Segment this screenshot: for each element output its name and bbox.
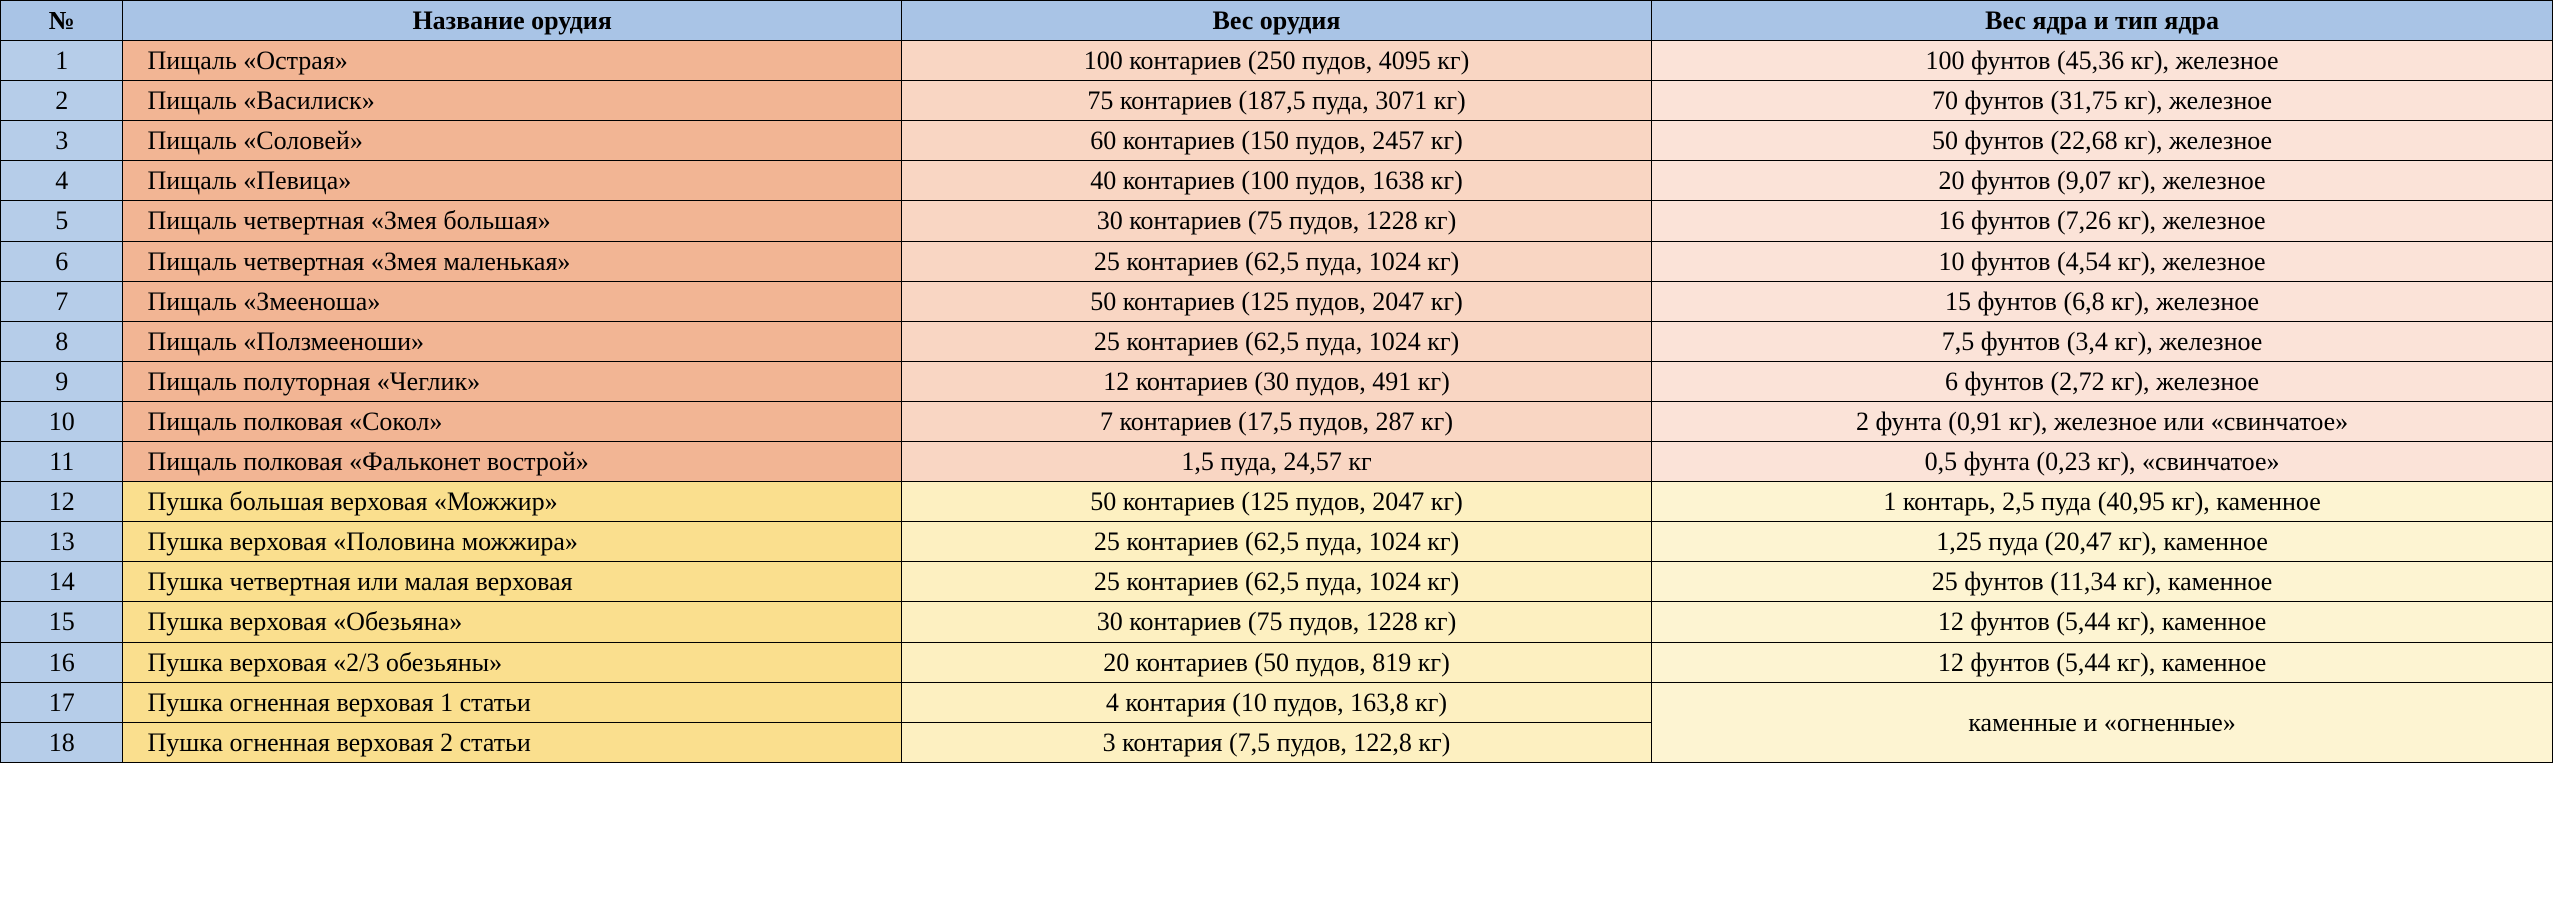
header-name: Название орудия — [123, 1, 901, 41]
cell-core: 1 контарь, 2,5 пуда (40,95 кг), каменное — [1652, 482, 2553, 522]
cell-name: Пищаль полковая «Фальконет вострой» — [123, 442, 901, 482]
cell-weight: 50 контариев (125 пудов, 2047 кг) — [901, 482, 1651, 522]
table-row: 7Пищаль «Змееноша»50 контариев (125 пудо… — [1, 281, 2553, 321]
header-num: № — [1, 1, 123, 41]
cell-weight: 30 контариев (75 пудов, 1228 кг) — [901, 602, 1651, 642]
cell-num: 15 — [1, 602, 123, 642]
cell-name: Пищаль четвертная «Змея большая» — [123, 201, 901, 241]
header-core: Вес ядра и тип ядра — [1652, 1, 2553, 41]
cell-weight: 60 контариев (150 пудов, 2457 кг) — [901, 121, 1651, 161]
table-row: 10Пищаль полковая «Сокол»7 контариев (17… — [1, 401, 2553, 441]
cell-num: 8 — [1, 321, 123, 361]
cell-name: Пищаль «Василиск» — [123, 81, 901, 121]
table-row: 5Пищаль четвертная «Змея большая»30 конт… — [1, 201, 2553, 241]
header-weight: Вес орудия — [901, 1, 1651, 41]
cell-num: 17 — [1, 682, 123, 722]
cell-core: 25 фунтов (11,34 кг), каменное — [1652, 562, 2553, 602]
cell-num: 5 — [1, 201, 123, 241]
cell-name: Пищаль «Певица» — [123, 161, 901, 201]
cell-name: Пищаль «Змееноша» — [123, 281, 901, 321]
table-row: 17Пушка огненная верховая 1 статьи4 конт… — [1, 682, 2553, 722]
cell-weight: 20 контариев (50 пудов, 819 кг) — [901, 642, 1651, 682]
cell-num: 9 — [1, 361, 123, 401]
cell-weight: 75 контариев (187,5 пуда, 3071 кг) — [901, 81, 1651, 121]
cell-core: 0,5 фунта (0,23 кг), «свинчатое» — [1652, 442, 2553, 482]
cell-num: 6 — [1, 241, 123, 281]
cell-core: 6 фунтов (2,72 кг), железное — [1652, 361, 2553, 401]
cell-num: 2 — [1, 81, 123, 121]
cell-num: 16 — [1, 642, 123, 682]
cell-core: 10 фунтов (4,54 кг), железное — [1652, 241, 2553, 281]
cell-weight: 3 контария (7,5 пудов, 122,8 кг) — [901, 722, 1651, 762]
cell-core: 1,25 пуда (20,47 кг), каменное — [1652, 522, 2553, 562]
cell-num: 12 — [1, 482, 123, 522]
cell-name: Пушка четвертная или малая верховая — [123, 562, 901, 602]
cell-name: Пушка верховая «Обезьяна» — [123, 602, 901, 642]
table-row: 8Пищаль «Ползмееноши»25 контариев (62,5 … — [1, 321, 2553, 361]
table-row: 13Пушка верховая «Половина можжира»25 ко… — [1, 522, 2553, 562]
table-row: 11Пищаль полковая «Фальконет вострой»1,5… — [1, 442, 2553, 482]
cell-name: Пушка огненная верховая 2 статьи — [123, 722, 901, 762]
cell-core: 16 фунтов (7,26 кг), железное — [1652, 201, 2553, 241]
cell-weight: 25 контариев (62,5 пуда, 1024 кг) — [901, 321, 1651, 361]
cell-core: 50 фунтов (22,68 кг), железное — [1652, 121, 2553, 161]
table-row: 14Пушка четвертная или малая верховая25 … — [1, 562, 2553, 602]
cell-weight: 1,5 пуда, 24,57 кг — [901, 442, 1651, 482]
cell-num: 14 — [1, 562, 123, 602]
cell-num: 11 — [1, 442, 123, 482]
cell-num: 1 — [1, 41, 123, 81]
cell-num: 18 — [1, 722, 123, 762]
cell-num: 13 — [1, 522, 123, 562]
cell-core: 15 фунтов (6,8 кг), железное — [1652, 281, 2553, 321]
cell-weight: 30 контариев (75 пудов, 1228 кг) — [901, 201, 1651, 241]
cell-core: 2 фунта (0,91 кг), железное или «свинчат… — [1652, 401, 2553, 441]
table-row: 1Пищаль «Острая»100 контариев (250 пудов… — [1, 41, 2553, 81]
cell-core: 7,5 фунтов (3,4 кг), железное — [1652, 321, 2553, 361]
cell-name: Пищаль четвертная «Змея маленькая» — [123, 241, 901, 281]
cell-weight: 25 контариев (62,5 пуда, 1024 кг) — [901, 522, 1651, 562]
table-row: 12Пушка большая верховая «Можжир»50 конт… — [1, 482, 2553, 522]
cell-core: 20 фунтов (9,07 кг), железное — [1652, 161, 2553, 201]
cell-core: 70 фунтов (31,75 кг), железное — [1652, 81, 2553, 121]
cell-weight: 100 контариев (250 пудов, 4095 кг) — [901, 41, 1651, 81]
table-row: 6Пищаль четвертная «Змея маленькая»25 ко… — [1, 241, 2553, 281]
table-row: 16Пушка верховая «2/3 обезьяны»20 контар… — [1, 642, 2553, 682]
cell-name: Пищаль «Соловей» — [123, 121, 901, 161]
cell-name: Пищаль «Ползмееноши» — [123, 321, 901, 361]
cell-weight: 12 контариев (30 пудов, 491 кг) — [901, 361, 1651, 401]
cell-name: Пушка верховая «Половина можжира» — [123, 522, 901, 562]
cell-core: каменные и «огненные» — [1652, 682, 2553, 762]
header-row: № Название орудия Вес орудия Вес ядра и … — [1, 1, 2553, 41]
cell-name: Пищаль полковая «Сокол» — [123, 401, 901, 441]
cell-name: Пушка огненная верховая 1 статьи — [123, 682, 901, 722]
cell-name: Пищаль полуторная «Чеглик» — [123, 361, 901, 401]
cell-weight: 7 контариев (17,5 пудов, 287 кг) — [901, 401, 1651, 441]
table-row: 15Пушка верховая «Обезьяна»30 контариев … — [1, 602, 2553, 642]
cell-core: 12 фунтов (5,44 кг), каменное — [1652, 602, 2553, 642]
table-row: 2Пищаль «Василиск»75 контариев (187,5 пу… — [1, 81, 2553, 121]
cell-weight: 25 контариев (62,5 пуда, 1024 кг) — [901, 241, 1651, 281]
cell-name: Пушка большая верховая «Можжир» — [123, 482, 901, 522]
cell-num: 4 — [1, 161, 123, 201]
cell-core: 12 фунтов (5,44 кг), каменное — [1652, 642, 2553, 682]
cell-num: 10 — [1, 401, 123, 441]
cell-weight: 4 контария (10 пудов, 163,8 кг) — [901, 682, 1651, 722]
cell-name: Пушка верховая «2/3 обезьяны» — [123, 642, 901, 682]
table-row: 9Пищаль полуторная «Чеглик»12 контариев … — [1, 361, 2553, 401]
cell-name: Пищаль «Острая» — [123, 41, 901, 81]
table-row: 3Пищаль «Соловей»60 контариев (150 пудов… — [1, 121, 2553, 161]
cell-weight: 40 контариев (100 пудов, 1638 кг) — [901, 161, 1651, 201]
cell-weight: 25 контариев (62,5 пуда, 1024 кг) — [901, 562, 1651, 602]
cell-num: 3 — [1, 121, 123, 161]
artillery-table: № Название орудия Вес орудия Вес ядра и … — [0, 0, 2553, 763]
table-row: 4Пищаль «Певица»40 контариев (100 пудов,… — [1, 161, 2553, 201]
cell-num: 7 — [1, 281, 123, 321]
cell-core: 100 фунтов (45,36 кг), железное — [1652, 41, 2553, 81]
cell-weight: 50 контариев (125 пудов, 2047 кг) — [901, 281, 1651, 321]
